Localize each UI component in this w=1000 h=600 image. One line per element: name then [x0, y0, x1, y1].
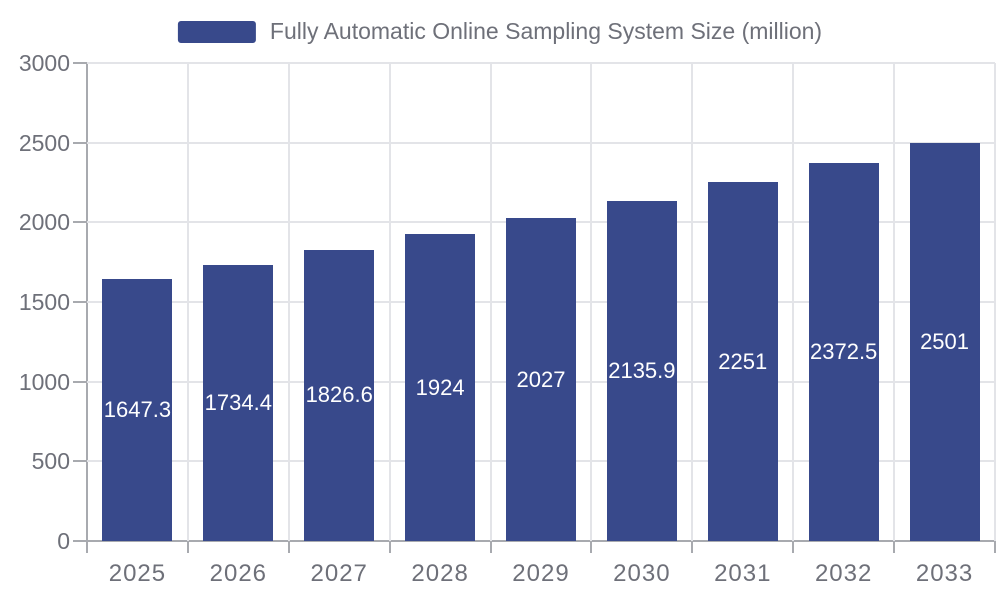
x-axis-label: 2028 [411, 560, 469, 587]
x-axis-label: 2033 [915, 560, 974, 587]
x-gridline [994, 63, 996, 541]
legend-label: Fully Automatic Online Sampling System S… [269, 18, 823, 44]
y-gridline [87, 62, 995, 64]
x-axis-label: 2030 [613, 560, 671, 587]
y-axis-tick [73, 141, 87, 144]
x-axis-tick [489, 542, 492, 553]
y-axis-label: 1000 [18, 368, 70, 395]
bar[interactable] [606, 200, 677, 541]
bar[interactable] [808, 162, 879, 541]
bar-value-label: 2135.9 [608, 357, 676, 383]
bar[interactable] [909, 142, 980, 541]
x-gridline [893, 63, 896, 541]
x-axis-tick [86, 542, 88, 553]
x-axis-label: 2032 [814, 560, 873, 587]
x-axis-label: 2031 [714, 560, 772, 587]
bar[interactable] [203, 264, 274, 541]
y-axis-label: 2000 [18, 209, 70, 236]
x-axis-label: 2026 [209, 560, 268, 587]
x-gridline [287, 63, 290, 541]
x-axis-tick [994, 542, 996, 553]
bar-value-label: 1826.6 [305, 382, 373, 408]
x-gridline [186, 63, 189, 541]
bar[interactable] [102, 278, 173, 541]
y-axis-label: 3000 [18, 50, 70, 76]
plot-area: 1647.3 1734.4 1826.6 1924 2027 2135.9 2251 2372… [87, 62, 996, 541]
x-gridline [489, 63, 492, 541]
legend-item[interactable]: Fully Automatic Online Sampling System S… [177, 18, 823, 45]
x-gridline [388, 63, 391, 541]
bar[interactable] [506, 218, 576, 541]
bar[interactable] [405, 234, 476, 541]
y-axis-tick [73, 540, 87, 542]
bar[interactable] [707, 182, 778, 541]
x-axis-tick [893, 542, 896, 553]
y-gridline [87, 141, 995, 144]
y-axis-tick [73, 62, 87, 64]
x-axis-label: 2027 [310, 560, 368, 587]
y-axis-tick [73, 301, 87, 303]
bar-value-label: 2372.5 [810, 338, 878, 364]
x-axis-label: 2025 [108, 560, 167, 587]
y-axis-label: 0 [57, 528, 70, 554]
y-axis-label: 2500 [18, 129, 70, 156]
bar-value-label: 1734.4 [204, 389, 272, 415]
legend-swatch [177, 20, 256, 43]
x-axis-label: 2029 [512, 560, 570, 587]
x-gridline [792, 63, 795, 541]
y-axis-label: 500 [31, 448, 70, 475]
x-axis-tick [287, 542, 290, 553]
y-axis-label: 1500 [18, 289, 70, 315]
x-axis-tick [388, 542, 391, 553]
bar[interactable] [304, 249, 375, 541]
x-gridline [590, 63, 593, 541]
bar-value-label: 2251 [718, 348, 768, 374]
bar-value-label: 1647.3 [103, 396, 172, 422]
y-axis-tick [73, 221, 87, 224]
x-axis-tick [186, 542, 189, 553]
y-axis-tick [73, 380, 87, 383]
y-axis-tick [73, 460, 87, 463]
x-axis-tick [792, 542, 795, 553]
x-axis-tick [590, 542, 593, 553]
bar-value-label: 1924 [415, 374, 465, 400]
bar-value-label: 2501 [920, 328, 970, 354]
x-axis-line [86, 540, 996, 542]
bar-value-label: 2027 [516, 366, 566, 392]
x-gridline [691, 63, 694, 541]
x-axis-tick [691, 542, 694, 553]
